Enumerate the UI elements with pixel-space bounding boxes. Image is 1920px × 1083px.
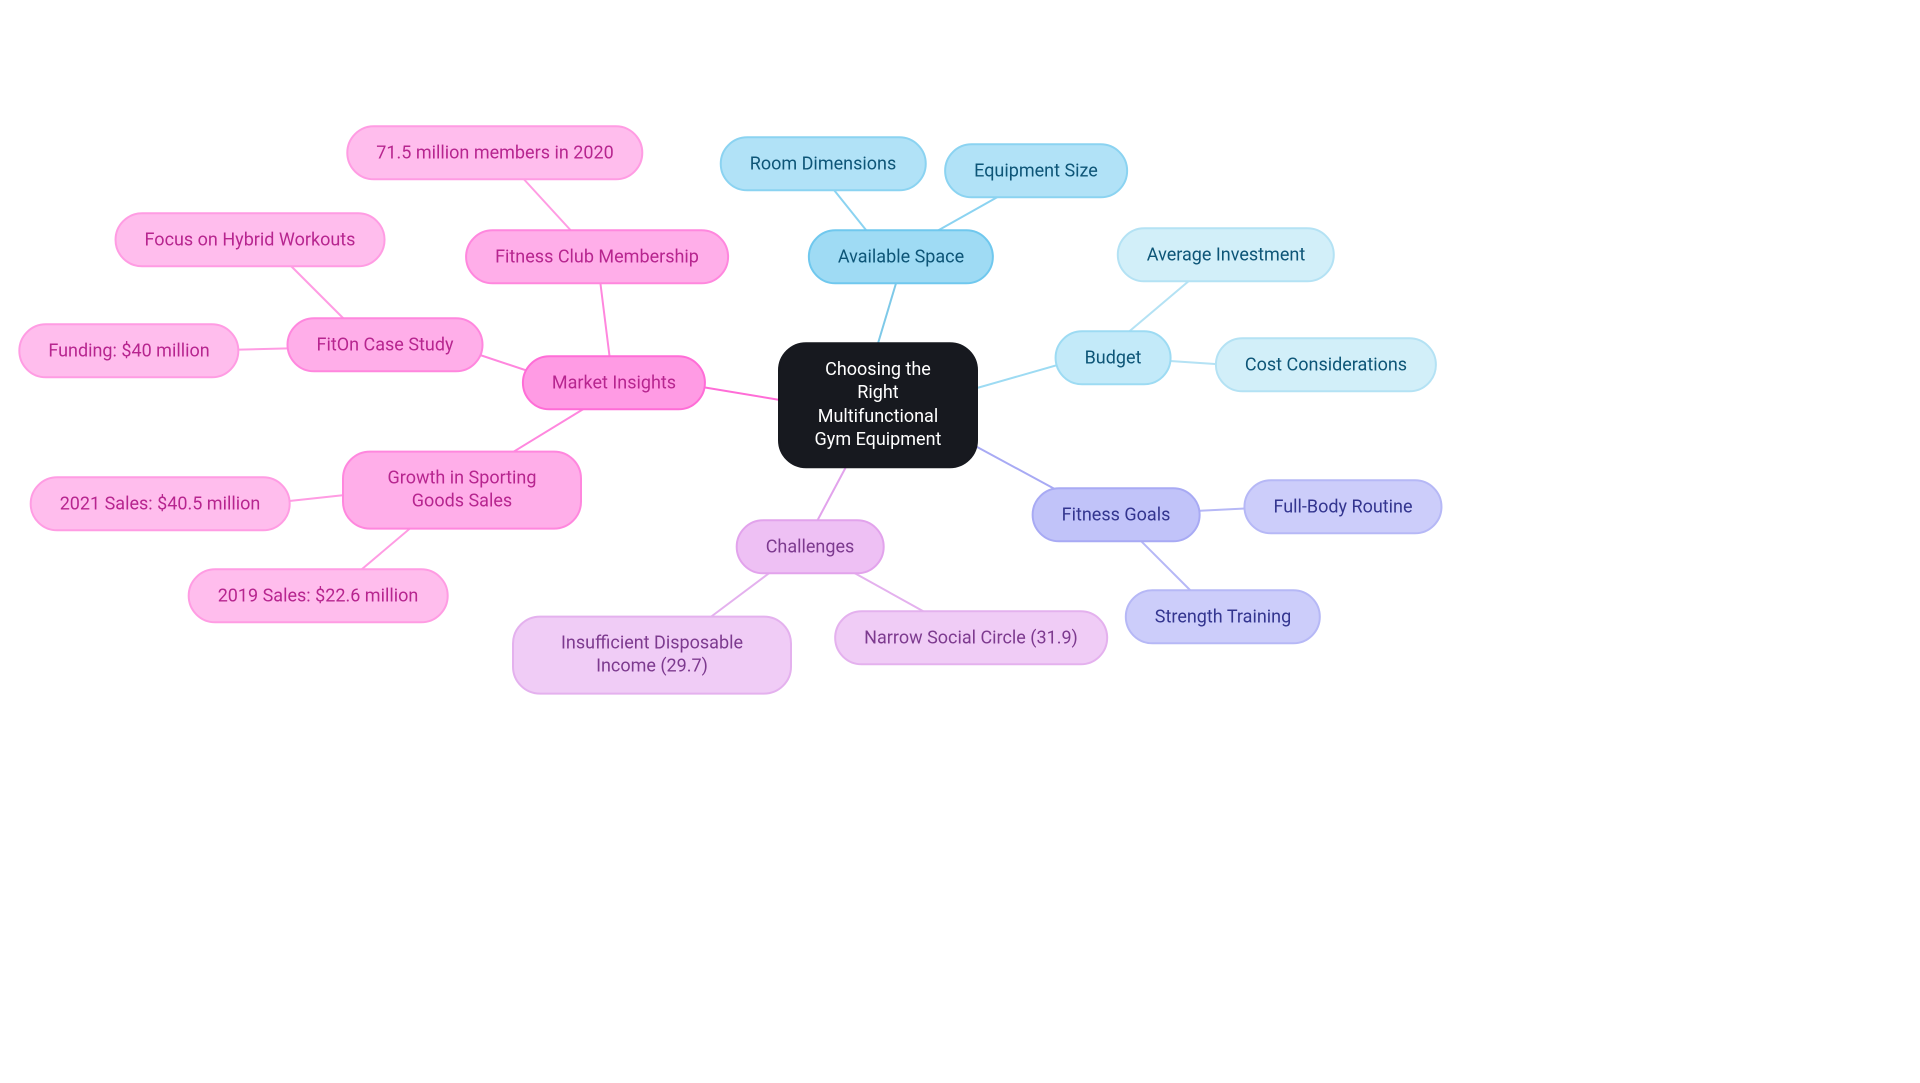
node-growth: Growth in Sporting Goods Sales [342,451,582,530]
node-full: Full-Body Routine [1243,479,1442,534]
edge-space-room [830,185,870,235]
node-goals: Fitness Goals [1032,487,1201,542]
node-members: 71.5 million members in 2020 [346,125,643,180]
node-funding: Funding: $40 million [18,323,239,378]
node-fiton: FitOn Case Study [287,317,484,372]
node-budget: Budget [1055,330,1172,385]
node-income: Insufficient Disposable Income (29.7) [512,616,792,695]
node-club: Fitness Club Membership [465,229,729,284]
edge-market-club [600,280,610,360]
edge-goals-strength [1135,535,1195,595]
node-strength: Strength Training [1125,589,1321,644]
edge-budget-avg [1125,280,1190,335]
node-room: Room Dimensions [720,136,927,191]
node-center: Choosing the Right Multifunctional Gym E… [778,342,978,468]
node-market: Market Insights [522,355,706,410]
node-s2019: 2019 Sales: $22.6 million [188,568,449,623]
node-avg: Average Investment [1117,227,1335,282]
node-space: Available Space [808,229,994,284]
node-narrow: Narrow Social Circle (31.9) [834,610,1108,665]
node-cost: Cost Considerations [1215,337,1437,392]
node-hybrid: Focus on Hybrid Workouts [115,212,386,267]
edge-club-members [520,175,575,235]
node-s2021: 2021 Sales: $40.5 million [30,476,291,531]
node-chal: Challenges [736,519,885,574]
node-equip: Equipment Size [944,143,1128,198]
edge-fiton-hybrid [285,260,350,325]
